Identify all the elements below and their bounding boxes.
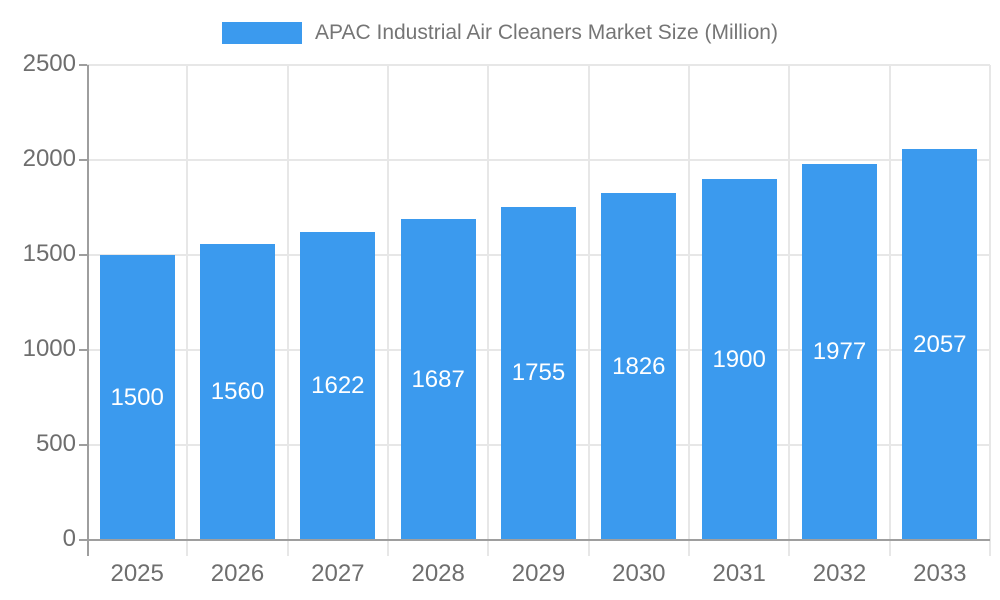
v-gridline (688, 65, 690, 556)
bar[interactable]: 1900 (701, 179, 777, 540)
y-axis-line (87, 65, 89, 556)
y-axis-tick-label: 2000 (22, 145, 76, 172)
legend[interactable]: APAC Industrial Air Cleaners Market Size… (0, 22, 1000, 44)
bar-value-label: 1755 (511, 359, 566, 387)
y-axis-tick-label: 500 (35, 430, 76, 457)
bar[interactable]: 1687 (400, 219, 476, 540)
bar-value-label: 1977 (812, 338, 867, 366)
v-gridline (487, 65, 490, 556)
x-axis-tick-label: 2027 (311, 560, 365, 587)
y-axis-tick (79, 159, 87, 161)
bar[interactable]: 1500 (99, 255, 175, 540)
v-gridline (587, 65, 590, 556)
bar-value-label: 1622 (311, 371, 365, 399)
bar-value-label: 1826 (612, 352, 666, 380)
h-gridline (87, 159, 990, 161)
x-axis-tick-label: 2026 (210, 560, 265, 587)
y-axis-tick-label: 0 (62, 525, 76, 552)
y-axis-tick-label: 1500 (22, 240, 76, 267)
bar[interactable]: 1826 (601, 193, 677, 540)
bar[interactable]: 1622 (300, 231, 376, 540)
y-axis-tick (79, 349, 87, 351)
x-axis-tick-label: 2032 (812, 560, 867, 587)
x-axis-tick-label: 2029 (511, 560, 566, 587)
y-axis-tick (79, 444, 87, 446)
bar-value-label: 2057 (913, 330, 967, 358)
bar[interactable]: 1560 (200, 243, 275, 540)
legend-swatch-icon (222, 22, 303, 44)
x-axis-tick-label: 2028 (411, 560, 465, 587)
bar[interactable]: 1755 (501, 206, 576, 540)
bar-value-label: 1560 (210, 377, 265, 405)
v-gridline (888, 65, 891, 556)
v-gridline (788, 65, 791, 556)
y-axis-tick (79, 254, 87, 256)
x-axis-tick-label: 2033 (913, 560, 967, 587)
bar[interactable]: 2057 (902, 149, 978, 540)
y-axis-tick (79, 64, 87, 66)
bar-value-label: 1500 (110, 383, 164, 411)
x-axis-tick-label: 2031 (712, 560, 766, 587)
bar-value-label: 1687 (411, 365, 465, 393)
v-gridline (989, 65, 991, 556)
x-axis-tick-label: 2025 (110, 560, 164, 587)
x-axis-line (87, 539, 990, 541)
v-gridline (286, 65, 289, 556)
y-axis-tick-label: 1000 (22, 335, 76, 362)
legend-label: APAC Industrial Air Cleaners Market Size… (315, 21, 778, 44)
v-gridline (186, 65, 189, 556)
y-axis-tick (79, 539, 87, 541)
bar[interactable]: 1977 (802, 164, 877, 540)
bar-value-label: 1900 (712, 345, 766, 373)
y-axis-tick-label: 2500 (22, 50, 76, 77)
h-gridline (87, 64, 990, 66)
x-axis-tick-label: 2030 (612, 560, 666, 587)
v-gridline (387, 65, 389, 556)
